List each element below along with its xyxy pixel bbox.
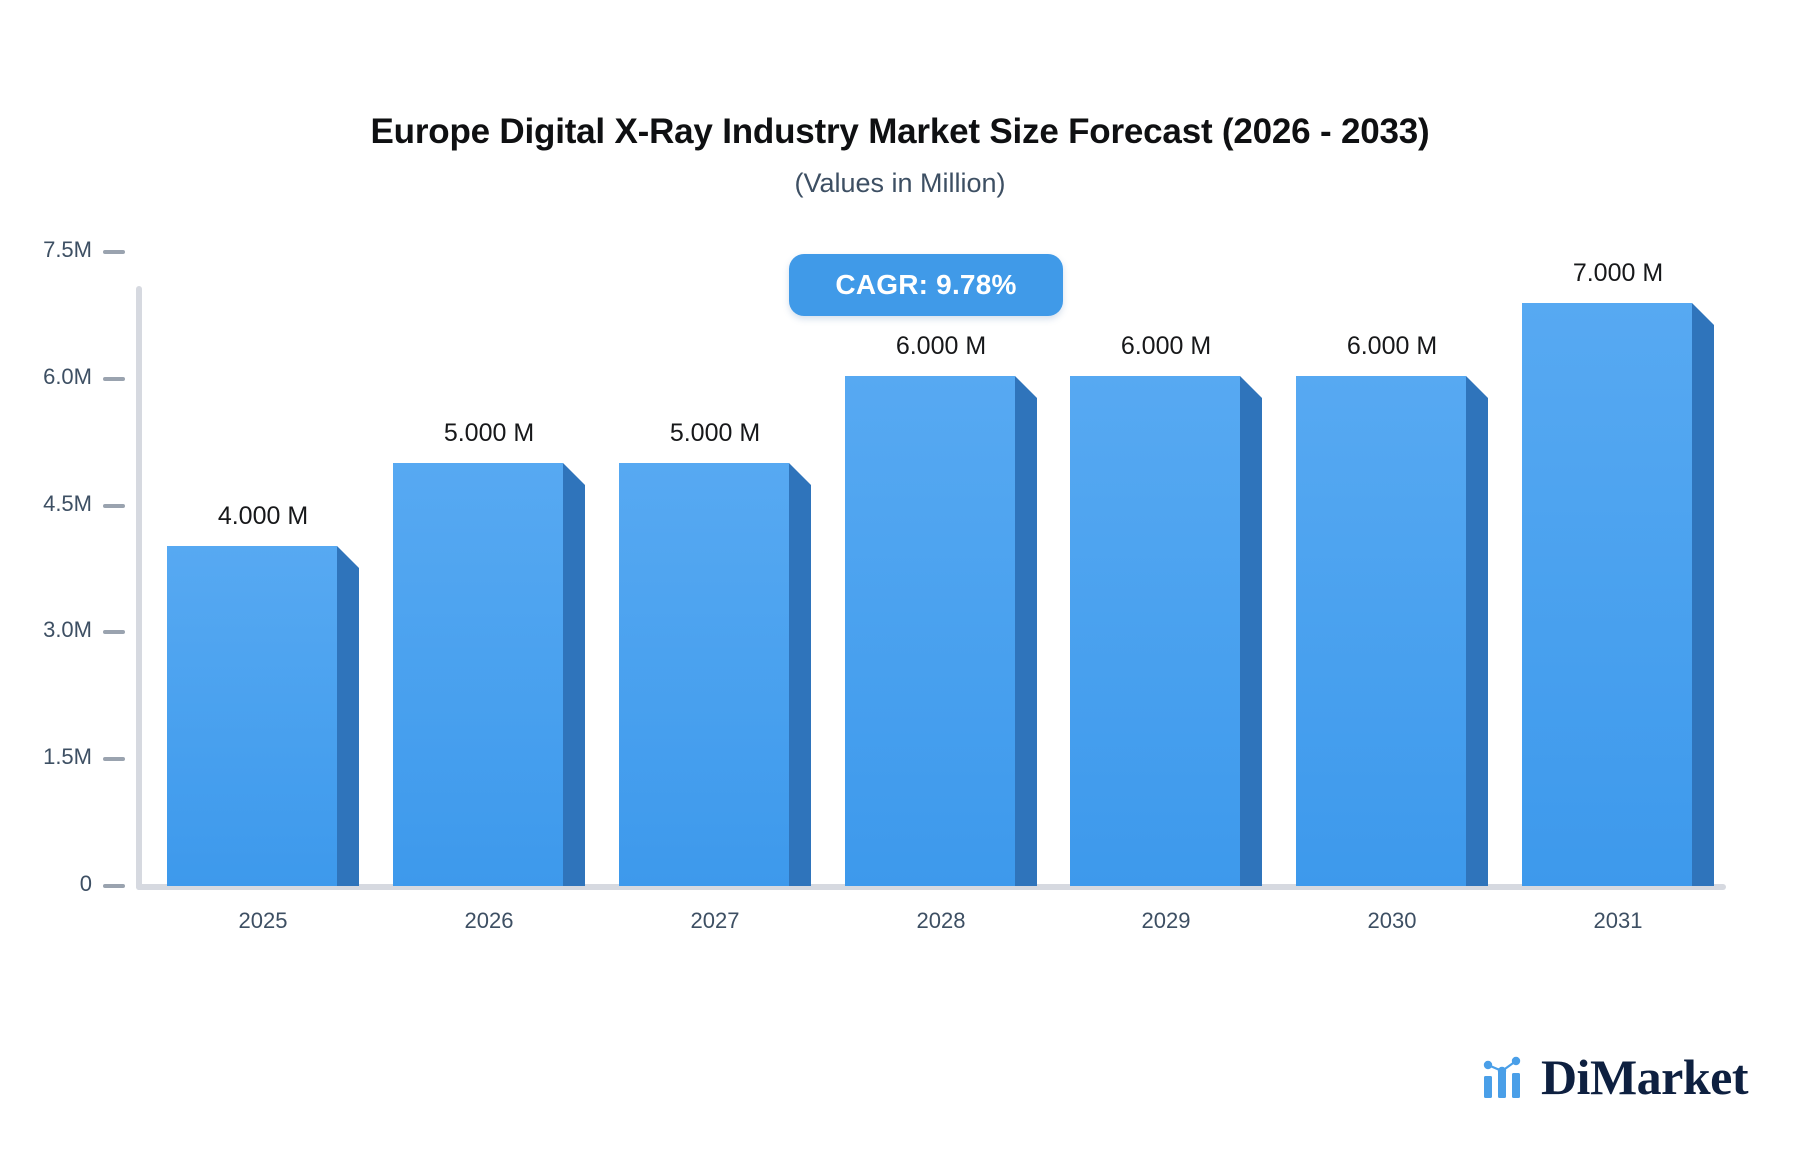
y-axis-tick-label: 3.0M — [43, 617, 92, 643]
y-axis-tick-mark — [103, 503, 125, 508]
y-axis-tick-mark — [103, 250, 125, 254]
x-axis-tick-label: 2026 — [464, 908, 514, 933]
bar-top-face — [1015, 376, 1037, 398]
bar-value-label: 5.000 M — [443, 419, 535, 447]
bar-value-label: 5.000 M — [669, 419, 761, 447]
bar-value-label: 4.000 M — [217, 502, 309, 530]
x-axis-tick-label: 2027 — [690, 908, 740, 933]
bar-top-face — [563, 463, 585, 485]
bar-side-face — [789, 485, 811, 886]
bar-chart-icon — [1481, 1054, 1527, 1100]
bar-side-face — [1692, 325, 1714, 886]
cagr-badge: CAGR: 9.78% — [789, 254, 1063, 316]
x-axis-tick-label: 2025 — [238, 908, 288, 933]
x-axis-tick-label: 2029 — [1141, 908, 1191, 933]
bar-face — [1070, 376, 1240, 886]
y-axis-tick-mark — [103, 376, 125, 381]
bar-value-label: 6.000 M — [1120, 332, 1212, 360]
y-axis-tick-label: 6.0M — [43, 363, 92, 389]
x-axis-line — [136, 884, 1726, 890]
bar-side-face — [1240, 398, 1262, 886]
bar-face — [1296, 376, 1466, 886]
bar-face — [619, 463, 789, 886]
chart-subtitle: (Values in Million) — [794, 168, 1006, 198]
x-axis-tick-label: 2031 — [1593, 908, 1643, 933]
y-axis-tick-mark — [103, 884, 125, 888]
y-axis-tick-label: 1.5M — [43, 744, 92, 770]
cagr-badge-label: CAGR: 9.78% — [835, 269, 1017, 300]
bar-top-face — [1240, 376, 1262, 398]
chart-title: Europe Digital X-Ray Industry Market Siz… — [370, 112, 1430, 151]
y-axis-tick-label: 4.5M — [43, 490, 92, 516]
bar-side-face — [1015, 398, 1037, 886]
bar-side-face — [1466, 398, 1488, 886]
bar-value-label: 6.000 M — [1346, 332, 1438, 360]
bar-top-face — [337, 546, 359, 568]
y-axis-tick-mark — [103, 630, 125, 635]
brand-logo: DiMarket — [1481, 1049, 1749, 1105]
bar-face — [1522, 303, 1692, 886]
bar-face — [845, 376, 1015, 886]
x-axis-tick-label: 2030 — [1367, 908, 1417, 933]
bar-side-face — [563, 485, 585, 886]
y-axis-line — [136, 286, 142, 890]
bar-value-label: 6.000 M — [895, 332, 987, 360]
bar-top-face — [1466, 376, 1488, 398]
brand-name: DiMarket — [1540, 1049, 1749, 1105]
y-axis-tick-label: 0 — [79, 871, 92, 896]
bar-face — [393, 463, 563, 886]
bar-top-face — [1692, 303, 1714, 325]
bar-top-face — [789, 463, 811, 485]
bar-side-face — [337, 568, 359, 886]
y-axis-tick-mark — [103, 757, 125, 762]
bar-face — [167, 546, 337, 886]
bar-value-label: 7.000 M — [1572, 259, 1664, 287]
y-axis-tick-label: 7.5M — [43, 237, 92, 262]
x-axis-tick-label: 2028 — [916, 908, 966, 933]
